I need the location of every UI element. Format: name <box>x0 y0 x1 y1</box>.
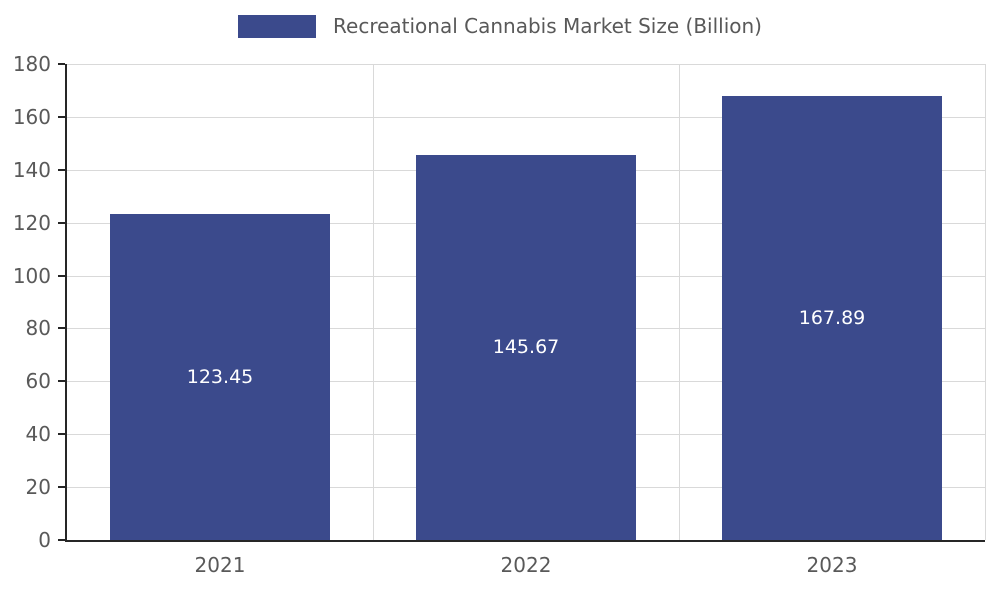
y-tick-label: 100 <box>12 263 51 288</box>
legend: Recreational Cannabis Market Size (Billi… <box>0 14 1000 38</box>
y-axis-tick <box>58 168 65 171</box>
bar-value-label: 123.45 <box>186 365 254 388</box>
y-axis-tick <box>58 274 65 277</box>
bar <box>109 213 331 540</box>
legend-label: Recreational Cannabis Market Size (Billi… <box>333 14 762 38</box>
legend-swatch <box>238 14 317 38</box>
bar-value-label: 145.67 <box>492 336 560 359</box>
y-tick-label: 160 <box>12 104 51 129</box>
y-axis-tick <box>58 115 65 118</box>
y-tick-label: 40 <box>25 422 51 447</box>
y-axis-tick <box>58 486 65 489</box>
x-tick-label: 2022 <box>500 553 552 577</box>
y-axis-tick <box>58 380 65 383</box>
plot-area: 0 20 40 60 80 100 120 140 160 180 123.45 2021 145.67… <box>13 52 986 577</box>
x-tick-label: 2021 <box>194 553 246 577</box>
y-axis-tick <box>58 433 65 436</box>
y-tick-label: 140 <box>12 157 51 182</box>
y-tick-label: 0 <box>38 528 51 552</box>
y-tick-label: 180 <box>12 52 51 76</box>
x-tick-label: 2023 <box>806 553 858 577</box>
y-axis-tick <box>58 327 65 330</box>
bar <box>721 96 943 540</box>
gridline-horizontal <box>67 64 985 65</box>
y-axis-tick <box>58 221 65 224</box>
gridline-horizontal <box>67 116 985 118</box>
y-axis-tick <box>58 63 65 65</box>
y-tick-label: 60 <box>25 369 51 394</box>
y-tick-label: 20 <box>25 475 51 500</box>
gridline-vertical <box>679 64 680 540</box>
gridline-vertical <box>985 64 986 540</box>
y-tick-label: 120 <box>12 210 51 235</box>
bar <box>415 154 637 540</box>
y-axis-tick <box>58 539 65 541</box>
gridline-vertical <box>373 64 374 540</box>
bar-value-label: 167.89 <box>798 307 866 329</box>
y-tick-label: 80 <box>25 316 51 341</box>
